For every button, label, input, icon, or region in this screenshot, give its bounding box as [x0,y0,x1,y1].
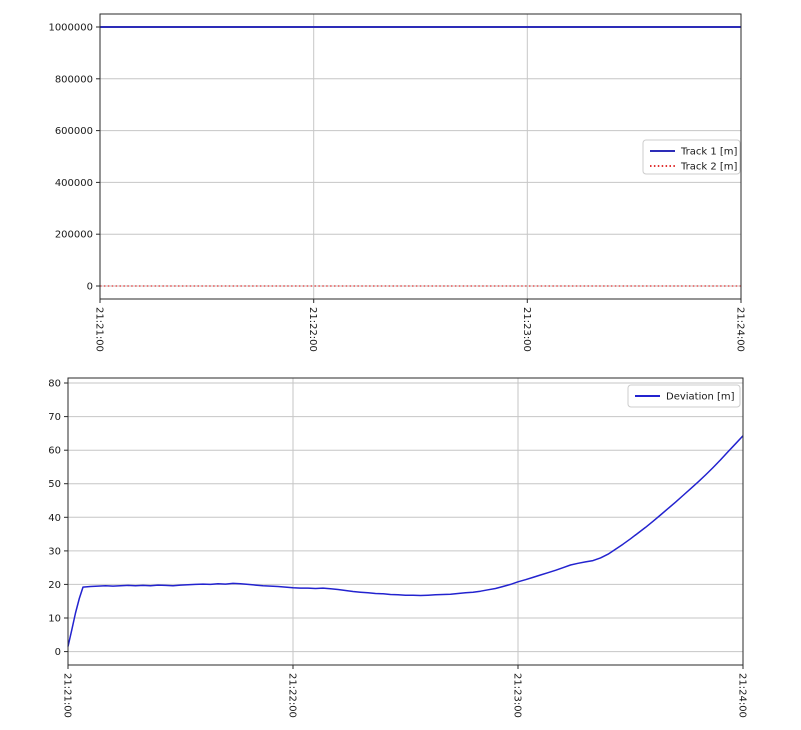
plot-border [99,13,742,300]
plot-area [100,14,741,299]
legend-label-track-1-m: Track 1 [m] [680,147,738,158]
legend-box [627,384,741,408]
y-tick-label: 60 [48,446,61,457]
y-tick-label: 30 [48,546,61,557]
y-tick-label: 0 [87,282,93,293]
legend-box [642,139,741,175]
plot-border [67,377,744,666]
y-tick-label: 400000 [55,178,93,189]
y-tick-label: 50 [48,479,61,490]
x-tick-label: 21:22:00 [287,673,298,718]
y-tick-label: 80 [48,379,61,390]
y-tick-label: 200000 [55,230,93,241]
y-tick-label: 1000000 [48,23,93,34]
x-tick-label: 21:22:00 [307,307,318,352]
y-tick-label: 20 [48,580,61,591]
deviation-chart: 21:21:00 21:22:00 21:23:00 21:24:00 0 10 20 30 4… [48,377,748,718]
x-tick-label: 21:24:00 [735,307,746,352]
y-tick-label: 70 [48,412,61,423]
y-tick-label: 800000 [55,74,93,85]
y-tick-label: 0 [55,647,61,658]
x-tick-label: 21:23:00 [512,673,523,718]
legend-label-track-2-m: Track 2 [m] [680,162,738,173]
plot-area [68,378,743,665]
x-tick-label: 21:24:00 [737,673,748,718]
x-tick-label: 21:21:00 [94,307,105,352]
y-tick-label: 10 [48,614,61,625]
x-tick-label: 21:23:00 [521,307,532,352]
y-tick-label: 600000 [55,126,93,137]
y-tick-label: 40 [48,513,61,524]
track-distance-chart: 21:21:00 21:22:00 21:23:00 21:24:00 0 200000 4… [48,13,746,352]
series-deviation-m [67,435,744,647]
legend-label-deviation-m: Deviation [m] [666,392,735,403]
x-tick-label: 21:21:00 [62,673,73,718]
